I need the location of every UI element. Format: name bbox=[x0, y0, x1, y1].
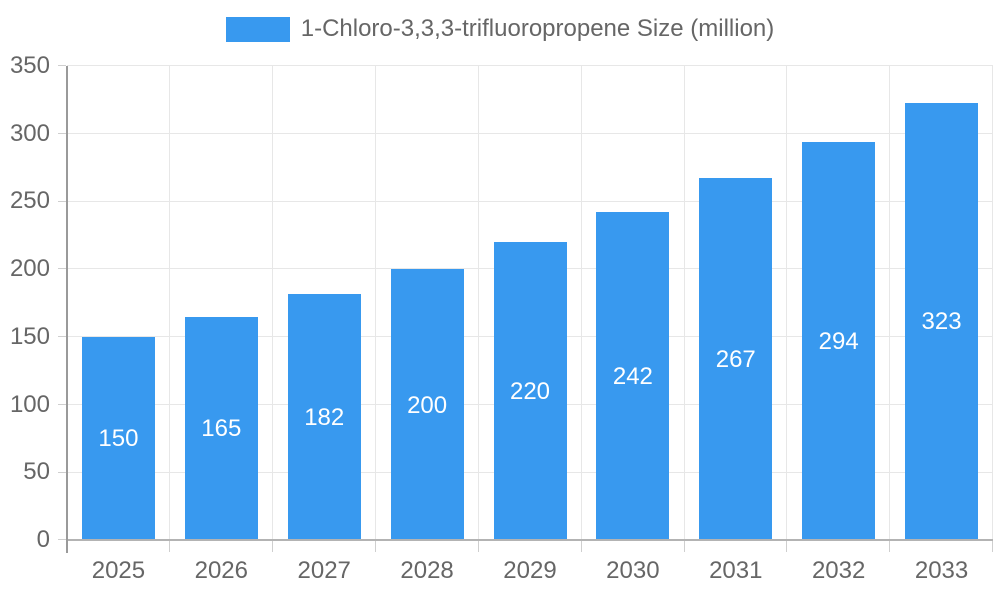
y-axis-tick bbox=[58, 336, 66, 338]
x-tick-label: 2025 bbox=[91, 557, 146, 584]
bar[interactable] bbox=[184, 316, 258, 540]
vertical-gridline bbox=[580, 66, 582, 540]
vertical-gridline bbox=[683, 66, 685, 540]
y-tick-label: 200 bbox=[9, 255, 50, 283]
y-axis-tick bbox=[58, 471, 66, 473]
legend-label: 1-Chloro-3,3,3-trifluoropropene Size (mi… bbox=[300, 15, 775, 42]
x-tick-label: 2031 bbox=[709, 557, 763, 584]
bar[interactable] bbox=[596, 212, 670, 540]
x-tick-label: 2032 bbox=[811, 557, 866, 584]
bar[interactable] bbox=[905, 102, 979, 540]
y-axis-line bbox=[66, 66, 68, 553]
y-tick-label: 350 bbox=[9, 52, 50, 79]
vertical-gridline bbox=[786, 66, 788, 540]
bar[interactable] bbox=[493, 242, 567, 540]
x-axis-tick bbox=[477, 541, 479, 552]
y-tick-label: 100 bbox=[9, 390, 50, 418]
vertical-gridline bbox=[374, 66, 376, 540]
y-axis-tick bbox=[58, 132, 66, 134]
y-axis-tick bbox=[58, 200, 66, 202]
x-tick-label: 2026 bbox=[194, 557, 248, 584]
x-axis-tick bbox=[992, 541, 994, 552]
vertical-gridline bbox=[477, 66, 479, 540]
plot-area: 0 50 100 150 200 250 300 350 150 2025 165 2026 182 20… bbox=[10, 54, 994, 584]
bar[interactable] bbox=[802, 141, 876, 540]
y-axis-tick bbox=[58, 268, 66, 270]
x-axis-tick bbox=[580, 541, 582, 552]
y-tick-label: 300 bbox=[9, 119, 50, 147]
vertical-gridline bbox=[992, 66, 994, 540]
x-tick-label: 2028 bbox=[400, 557, 454, 584]
horizontal-gridline bbox=[67, 132, 993, 134]
vertical-gridline bbox=[272, 66, 274, 540]
x-tick-label: 2030 bbox=[606, 557, 660, 584]
x-axis-line bbox=[67, 539, 993, 541]
y-axis-tick bbox=[58, 65, 66, 67]
x-tick-label: 2029 bbox=[503, 557, 557, 584]
x-tick-label: 2033 bbox=[914, 557, 969, 584]
y-tick-label: 250 bbox=[9, 187, 50, 215]
horizontal-gridline bbox=[67, 200, 993, 202]
y-axis-tick bbox=[58, 403, 66, 405]
legend-swatch bbox=[225, 16, 290, 42]
y-tick-label: 50 bbox=[23, 458, 50, 486]
bar[interactable] bbox=[699, 178, 773, 540]
bar[interactable] bbox=[390, 269, 464, 540]
x-tick-label: 2027 bbox=[297, 557, 351, 584]
horizontal-gridline bbox=[67, 65, 993, 67]
x-axis-tick bbox=[683, 541, 685, 552]
x-axis-tick bbox=[272, 541, 274, 552]
x-axis-tick bbox=[889, 541, 891, 552]
bar[interactable] bbox=[81, 336, 155, 540]
vertical-gridline bbox=[889, 66, 891, 540]
legend-item[interactable]: 1-Chloro-3,3,3-trifluoropropene Size (mi… bbox=[0, 14, 1000, 44]
vertical-gridline bbox=[169, 66, 171, 540]
x-axis-tick bbox=[786, 541, 788, 552]
bar[interactable] bbox=[287, 293, 361, 540]
x-axis-tick bbox=[169, 541, 171, 552]
x-axis-tick bbox=[374, 541, 376, 552]
y-axis-tick bbox=[58, 539, 66, 541]
y-tick-label: 150 bbox=[9, 322, 50, 350]
y-tick-label: 0 bbox=[36, 526, 50, 553]
